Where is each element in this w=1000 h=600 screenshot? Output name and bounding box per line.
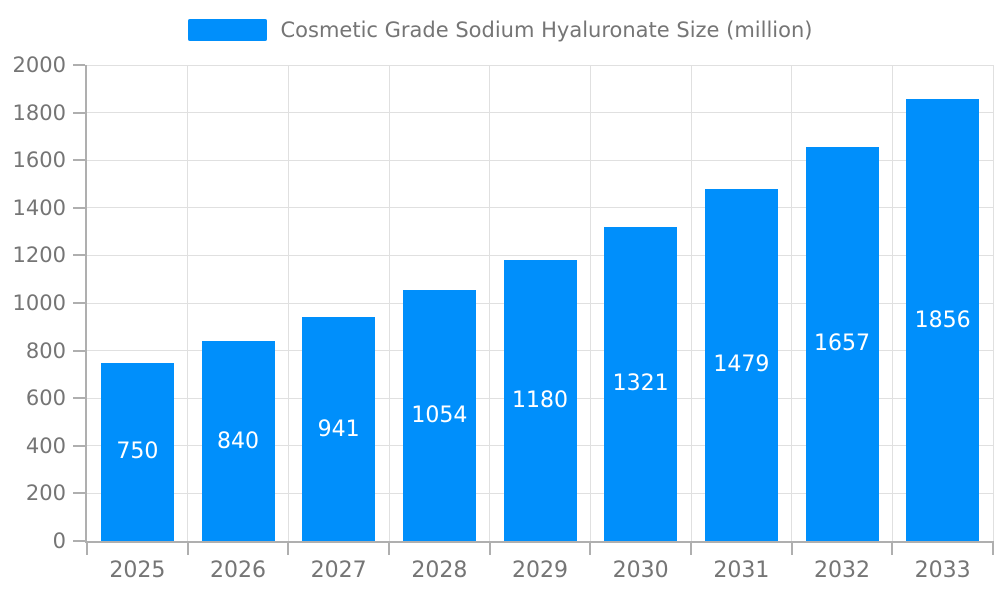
y-axis-label: 1200 bbox=[12, 243, 66, 268]
x-gridline bbox=[187, 65, 189, 541]
bar-value-label: 1054 bbox=[411, 403, 468, 429]
x-gridline bbox=[791, 65, 793, 541]
x-gridline bbox=[489, 65, 491, 541]
y-axis-tick bbox=[73, 397, 85, 400]
x-axis-label: 2029 bbox=[511, 558, 568, 583]
bar: 750 bbox=[100, 362, 174, 541]
y-gridline bbox=[87, 64, 993, 66]
y-gridline bbox=[87, 159, 993, 161]
x-axis-tick bbox=[589, 541, 592, 555]
bar-value-label: 750 bbox=[116, 439, 159, 465]
y-axis-tick bbox=[73, 302, 85, 304]
x-gridline bbox=[287, 65, 289, 541]
x-axis-tick bbox=[287, 541, 290, 555]
x-axis-label: 2033 bbox=[914, 558, 971, 583]
bar: 1054 bbox=[402, 290, 476, 541]
y-axis-tick bbox=[73, 492, 85, 495]
x-axis-label: 2032 bbox=[813, 558, 870, 583]
x-axis-tick bbox=[488, 541, 491, 555]
x-axis-label: 2025 bbox=[109, 558, 166, 583]
y-axis-tick bbox=[73, 64, 85, 66]
y-axis-label: 1800 bbox=[12, 100, 66, 125]
x-gridline bbox=[388, 65, 390, 541]
x-axis-tick bbox=[992, 541, 994, 555]
x-gridline bbox=[891, 65, 893, 541]
bar: 840 bbox=[201, 341, 275, 541]
y-axis-label: 2000 bbox=[12, 53, 66, 77]
y-axis-tick bbox=[73, 111, 85, 114]
x-axis-tick bbox=[891, 541, 894, 555]
bar: 1657 bbox=[805, 146, 879, 541]
y-axis-tick bbox=[73, 444, 85, 447]
x-axis-tick bbox=[388, 541, 390, 555]
y-gridline bbox=[87, 254, 993, 256]
legend-swatch bbox=[187, 19, 267, 41]
bar: 941 bbox=[302, 317, 376, 541]
bar-value-label: 1479 bbox=[713, 352, 770, 378]
legend-item[interactable]: Cosmetic Grade Sodium Hyaluronate Size (… bbox=[0, 16, 1000, 44]
y-axis-label: 600 bbox=[25, 386, 66, 411]
bar-value-label: 1657 bbox=[814, 331, 870, 357]
x-axis-label: 2031 bbox=[713, 558, 770, 583]
legend-label: Cosmetic Grade Sodium Hyaluronate Size (… bbox=[280, 18, 813, 42]
bar-value-label: 941 bbox=[317, 416, 360, 442]
bar-value-label: 1856 bbox=[914, 307, 971, 333]
y-axis-tick bbox=[73, 159, 85, 162]
x-axis-label: 2027 bbox=[310, 558, 367, 583]
x-gridline bbox=[589, 65, 591, 541]
y-axis-tick bbox=[73, 349, 85, 352]
x-axis-label: 2028 bbox=[411, 558, 468, 583]
x-axis-tick bbox=[690, 541, 692, 555]
y-axis-label: 800 bbox=[25, 338, 66, 363]
bar: 1321 bbox=[604, 226, 678, 541]
x-axis-tick bbox=[186, 541, 189, 555]
y-axis-label: 400 bbox=[25, 433, 66, 458]
y-axis-label: 1000 bbox=[12, 291, 66, 315]
y-axis-line bbox=[85, 65, 87, 541]
x-axis-label: 2030 bbox=[612, 558, 669, 583]
y-gridline bbox=[87, 112, 993, 114]
x-axis-tick bbox=[86, 541, 88, 555]
x-axis-tick bbox=[790, 541, 793, 555]
bar: 1479 bbox=[704, 188, 778, 541]
x-axis-label: 2026 bbox=[209, 558, 266, 583]
y-axis-tick bbox=[73, 254, 85, 257]
bar: 1856 bbox=[906, 99, 980, 541]
y-axis-label: 1400 bbox=[12, 195, 66, 220]
y-axis-label: 0 bbox=[52, 529, 66, 553]
x-axis-line bbox=[85, 541, 993, 543]
x-gridline bbox=[690, 65, 692, 541]
bar-value-label: 840 bbox=[217, 428, 259, 454]
x-gridline bbox=[992, 65, 994, 541]
y-axis-tick bbox=[73, 206, 85, 209]
bar: 1180 bbox=[503, 260, 577, 541]
y-axis-label: 1600 bbox=[12, 148, 66, 173]
y-axis-label: 200 bbox=[25, 481, 66, 506]
bar-value-label: 1180 bbox=[512, 388, 568, 414]
bar-value-label: 1321 bbox=[612, 371, 669, 397]
y-gridline bbox=[87, 207, 993, 209]
y-axis-tick bbox=[73, 540, 85, 542]
